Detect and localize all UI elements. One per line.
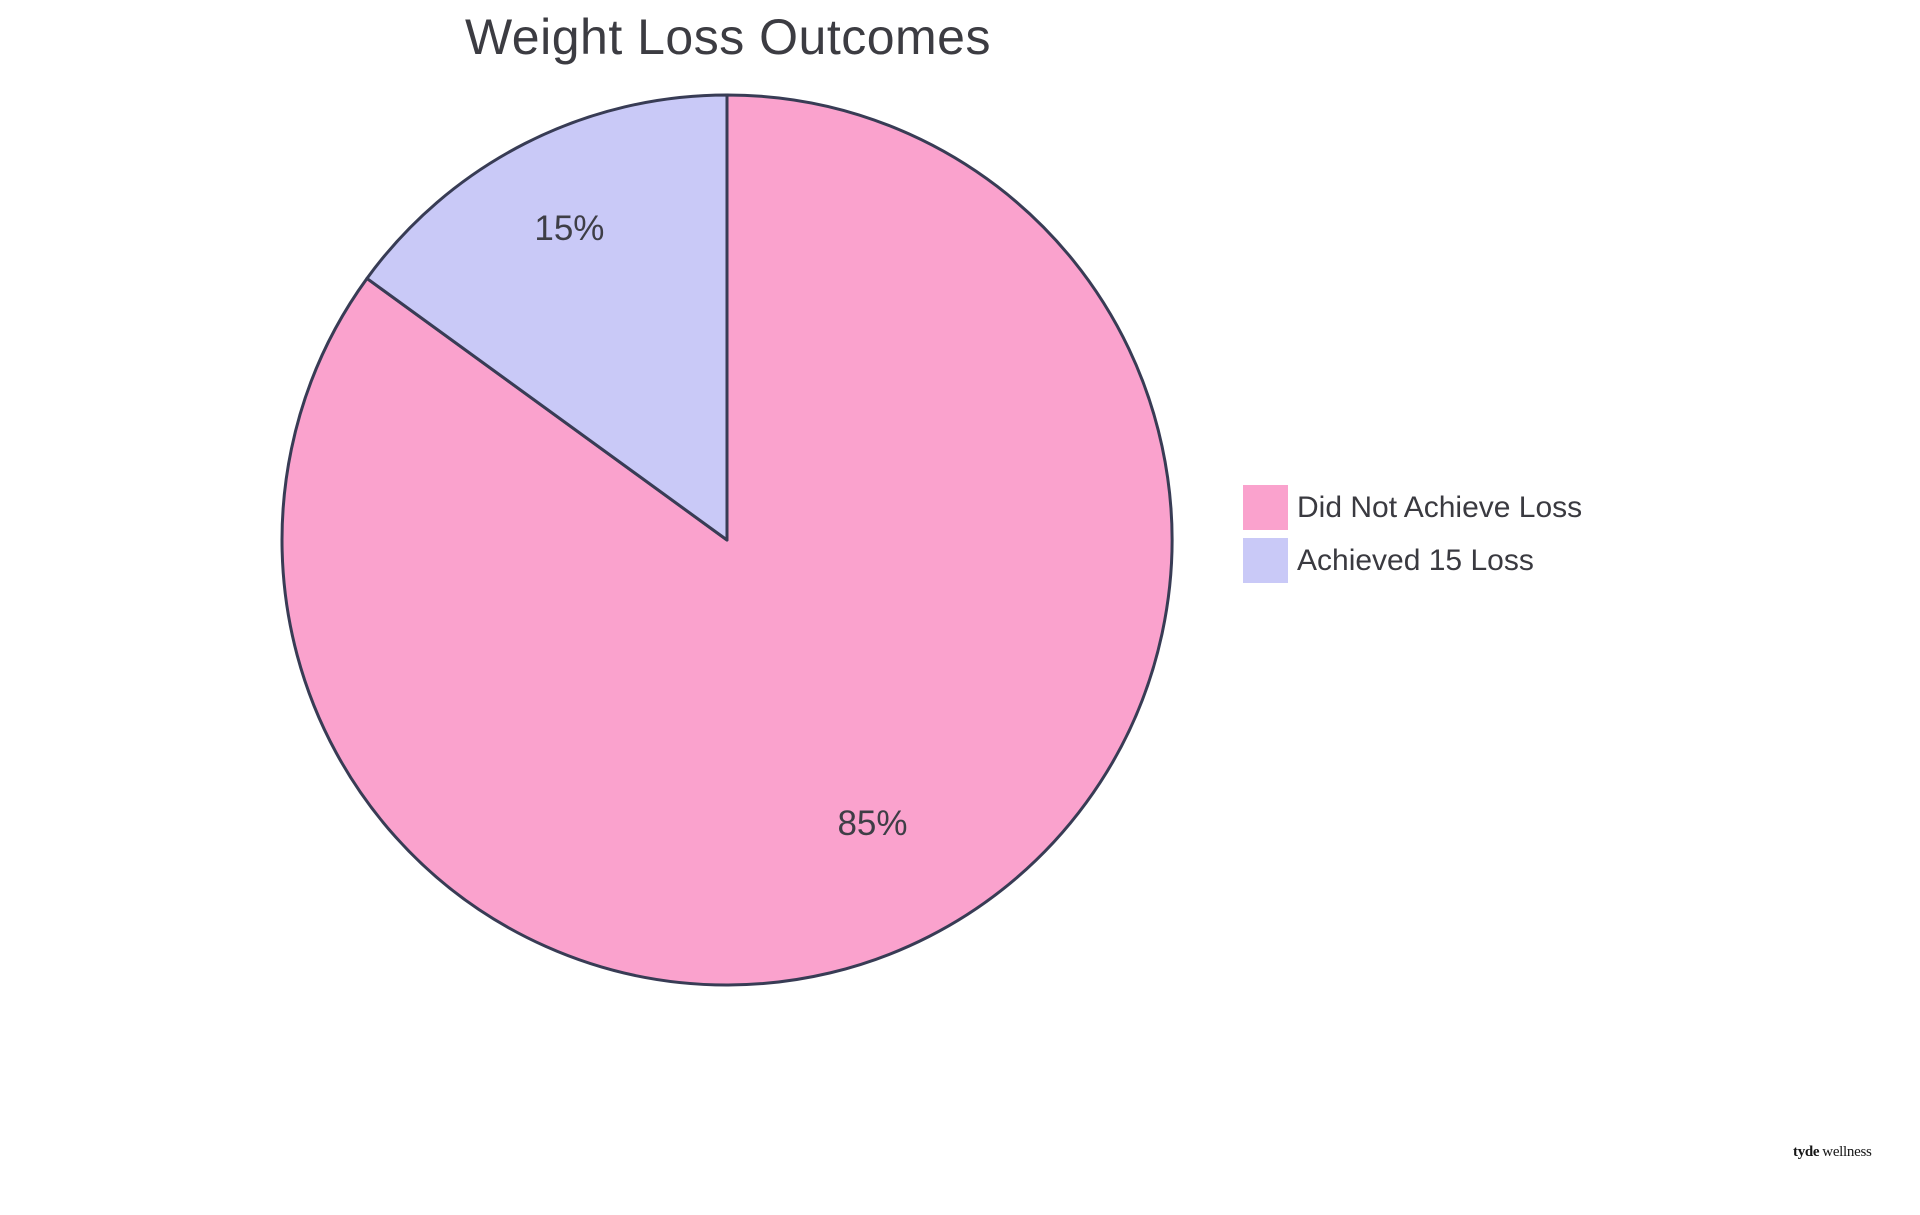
- chart-title: Weight Loss Outcomes: [465, 9, 991, 65]
- brand-suffix: wellness: [1822, 1144, 1872, 1160]
- legend-item-did-not-achieve[interactable]: Did Not Achieve Loss: [1243, 485, 1582, 530]
- pie-slice-label: 85%: [837, 804, 907, 843]
- legend-swatch-pink: [1243, 485, 1288, 530]
- legend-swatch-lavender: [1243, 538, 1288, 583]
- brand-watermark: tyde wellness: [1793, 1144, 1872, 1161]
- legend-label: Achieved 15 Loss: [1297, 543, 1534, 577]
- pie-slice-achieved-15-loss[interactable]: [365, 93, 729, 542]
- brand-name: tyde: [1793, 1144, 1820, 1160]
- legend-label: Did Not Achieve Loss: [1297, 490, 1583, 524]
- legend-item-achieved[interactable]: Achieved 15 Loss: [1243, 538, 1582, 583]
- legend: Did Not Achieve Loss Achieved 15 Loss: [1243, 485, 1582, 591]
- pie-slice-label: 15%: [534, 209, 604, 248]
